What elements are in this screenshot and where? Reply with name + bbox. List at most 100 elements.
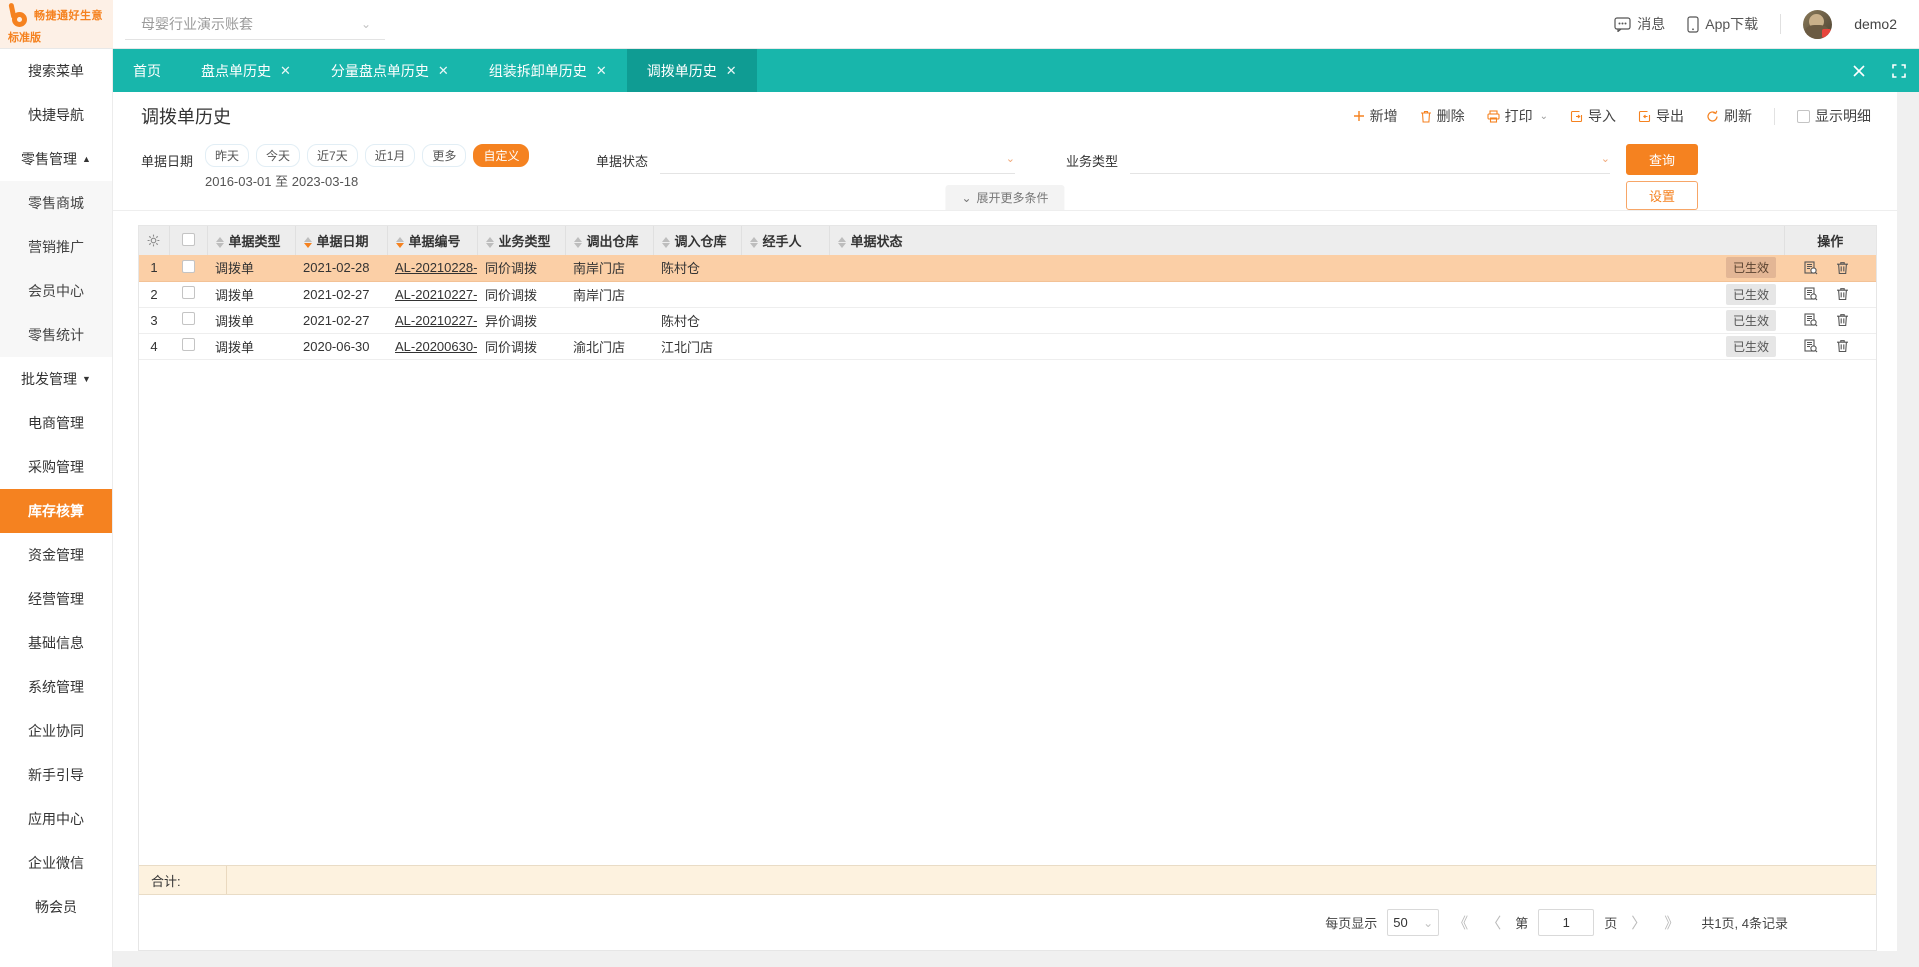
import-button[interactable]: 导入 bbox=[1570, 106, 1616, 126]
tab-0[interactable]: 首页 bbox=[113, 49, 181, 92]
col-header-doc_type[interactable]: 单据类型 bbox=[207, 226, 296, 255]
col-header-doc_no[interactable]: 单据编号 bbox=[387, 226, 478, 255]
table-row[interactable]: 3 调拨单 2021-02-27 AL-20210227-0 异价调拨 陈村仓 已生效 bbox=[139, 307, 1876, 334]
table-row[interactable]: 4 调拨单 2020-06-30 AL-20200630-0 同价调拨 渝北门店 江北门店 已… bbox=[139, 333, 1876, 360]
sidebar-item-5[interactable]: 会员中心 bbox=[0, 269, 112, 313]
delete-row-icon[interactable] bbox=[1836, 287, 1849, 301]
checkbox-icon[interactable] bbox=[181, 286, 195, 299]
close-tabs-button[interactable] bbox=[1839, 49, 1879, 92]
sidebar-item-11[interactable]: 资金管理 bbox=[0, 533, 112, 577]
fullscreen-button[interactable] bbox=[1879, 49, 1919, 92]
doc-no-cell[interactable]: AL-20210227-0 bbox=[387, 307, 477, 334]
col-header-ops[interactable]: 操作 bbox=[1784, 226, 1876, 255]
column-settings-icon[interactable] bbox=[139, 234, 169, 247]
sidebar-item-4[interactable]: 营销推广 bbox=[0, 225, 112, 269]
add-button[interactable]: 新增 bbox=[1353, 106, 1398, 126]
sort-icon[interactable] bbox=[303, 237, 312, 249]
sidebar-item-8[interactable]: 电商管理 bbox=[0, 401, 112, 445]
app-download-button[interactable]: App下载 bbox=[1687, 14, 1758, 34]
export-button[interactable]: 导出 bbox=[1638, 106, 1684, 126]
delete-button[interactable]: 删除 bbox=[1420, 106, 1465, 126]
expand-more-conditions-button[interactable]: ⌄ 展开更多条件 bbox=[945, 185, 1065, 210]
sort-icon[interactable] bbox=[661, 237, 670, 249]
avatar[interactable] bbox=[1803, 9, 1833, 39]
col-header-handler[interactable]: 经手人 bbox=[741, 226, 830, 255]
sidebar-item-2[interactable]: 零售管理 ▲ bbox=[0, 137, 112, 181]
sort-icon[interactable] bbox=[573, 237, 582, 249]
messages-button[interactable]: 消息 bbox=[1614, 14, 1665, 34]
view-detail-icon[interactable] bbox=[1804, 339, 1818, 353]
biztype-select[interactable]: ⌄ bbox=[1130, 144, 1611, 174]
col-header-out_wh[interactable]: 调出仓库 bbox=[565, 226, 654, 255]
col-header-check[interactable] bbox=[169, 226, 208, 255]
sort-icon[interactable] bbox=[485, 237, 494, 249]
date-chip-1[interactable]: 今天 bbox=[256, 144, 301, 167]
checkbox-icon[interactable] bbox=[181, 338, 195, 351]
col-header-biz_type[interactable]: 业务类型 bbox=[477, 226, 566, 255]
sidebar-item-6[interactable]: 零售统计 bbox=[0, 313, 112, 357]
row-checkbox[interactable] bbox=[169, 307, 207, 334]
next-page-button[interactable]: 〉 bbox=[1631, 915, 1647, 932]
sidebar-item-13[interactable]: 基础信息 bbox=[0, 621, 112, 665]
table-row[interactable]: 2 调拨单 2021-02-27 AL-20210227-0 同价调拨 南岸门店 已生效 bbox=[139, 281, 1876, 308]
select-all-checkbox[interactable] bbox=[181, 232, 195, 246]
sidebar-item-19[interactable]: 畅会员 bbox=[0, 885, 112, 929]
sidebar-item-14[interactable]: 系统管理 bbox=[0, 665, 112, 709]
tab-close-icon[interactable]: ✕ bbox=[280, 62, 291, 78]
row-checkbox[interactable] bbox=[169, 281, 207, 308]
col-header-in_wh[interactable]: 调入仓库 bbox=[653, 226, 742, 255]
sidebar-item-17[interactable]: 应用中心 bbox=[0, 797, 112, 841]
sort-icon[interactable] bbox=[837, 237, 846, 249]
tab-1[interactable]: 盘点单历史 ✕ bbox=[181, 49, 311, 92]
sort-icon[interactable] bbox=[395, 237, 404, 249]
view-detail-icon[interactable] bbox=[1804, 287, 1818, 301]
date-range-value[interactable]: 2016-03-01 至 2023-03-18 bbox=[205, 174, 359, 189]
tab-close-icon[interactable]: ✕ bbox=[595, 62, 607, 78]
sidebar-item-3[interactable]: 零售商城 bbox=[0, 181, 112, 225]
col-header-doc_date[interactable]: 单据日期 bbox=[295, 226, 388, 255]
doc-no-cell[interactable]: AL-20210227-0 bbox=[387, 281, 477, 308]
sidebar-item-18[interactable]: 企业微信 bbox=[0, 841, 112, 885]
account-set-select[interactable]: 母婴行业演示账套 ⌄ bbox=[125, 8, 385, 40]
last-page-button[interactable]: 》 bbox=[1664, 915, 1680, 932]
sidebar-item-10[interactable]: 库存核算 bbox=[0, 489, 112, 533]
first-page-button[interactable]: 《 bbox=[1453, 915, 1469, 932]
query-button[interactable]: 查询 bbox=[1626, 144, 1699, 175]
sidebar-item-7[interactable]: 批发管理 ▼ bbox=[0, 357, 112, 401]
tab-2[interactable]: 分量盘点单历史 ✕ bbox=[311, 49, 469, 92]
row-checkbox[interactable] bbox=[169, 255, 207, 282]
delete-row-icon[interactable] bbox=[1836, 313, 1849, 327]
sidebar-item-12[interactable]: 经营管理 bbox=[0, 577, 112, 621]
prev-page-button[interactable]: 〈 bbox=[1486, 915, 1502, 932]
sort-icon[interactable] bbox=[215, 237, 224, 249]
row-checkbox[interactable] bbox=[169, 333, 207, 360]
date-chip-5[interactable]: 自定义 bbox=[473, 144, 530, 167]
tab-4[interactable]: 调拨单历史 ✕ bbox=[626, 49, 757, 92]
checkbox-icon[interactable] bbox=[181, 259, 195, 273]
doc-no-cell[interactable]: AL-20200630-0 bbox=[387, 333, 477, 360]
doc-no-link[interactable]: AL-20210227-0 bbox=[395, 312, 477, 328]
table-row[interactable]: 1 调拨单 2021-02-28 AL-20210228-0 同价调拨 南岸门店 陈村仓 已生… bbox=[139, 255, 1876, 282]
print-button[interactable]: 打印 ⌄ bbox=[1487, 106, 1548, 126]
sort-icon[interactable] bbox=[749, 237, 758, 249]
settings-button[interactable]: 设置 bbox=[1626, 181, 1699, 210]
col-header-gear[interactable] bbox=[139, 226, 170, 255]
view-detail-icon[interactable] bbox=[1804, 313, 1818, 327]
date-chip-4[interactable]: 更多 bbox=[422, 144, 467, 167]
doc-no-link[interactable]: AL-20200630-0 bbox=[395, 338, 477, 354]
tab-close-icon[interactable]: ✕ bbox=[725, 62, 737, 78]
sidebar-item-15[interactable]: 企业协同 bbox=[0, 709, 112, 753]
page-input[interactable] bbox=[1538, 909, 1595, 936]
doc-no-cell[interactable]: AL-20210228-0 bbox=[387, 255, 477, 282]
sidebar-item-1[interactable]: 快捷导航 bbox=[0, 93, 112, 137]
sidebar-item-0[interactable]: 搜索菜单 bbox=[0, 49, 112, 93]
delete-row-icon[interactable] bbox=[1836, 261, 1849, 275]
date-chip-0[interactable]: 昨天 bbox=[205, 144, 250, 167]
show-detail-checkbox[interactable]: 显示明细 bbox=[1797, 106, 1871, 126]
brand-logo[interactable]: 畅捷通好生意 标准版 bbox=[0, 0, 113, 48]
refresh-button[interactable]: 刷新 bbox=[1706, 106, 1752, 126]
col-header-status[interactable]: 单据状态 bbox=[829, 226, 1785, 255]
sidebar-item-9[interactable]: 采购管理 bbox=[0, 445, 112, 489]
delete-row-icon[interactable] bbox=[1836, 339, 1849, 353]
status-select[interactable]: ⌄ bbox=[660, 144, 1016, 174]
